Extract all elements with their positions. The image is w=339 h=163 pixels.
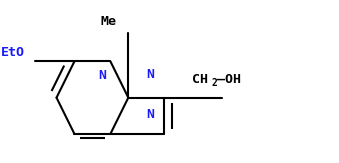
Text: —OH: —OH (217, 73, 240, 86)
Text: CH: CH (192, 73, 207, 86)
Text: Me: Me (101, 15, 117, 28)
Text: N: N (146, 108, 154, 121)
Text: N: N (146, 68, 154, 81)
Text: EtO: EtO (0, 46, 24, 59)
Text: N: N (99, 68, 106, 82)
Text: 2: 2 (212, 78, 218, 89)
